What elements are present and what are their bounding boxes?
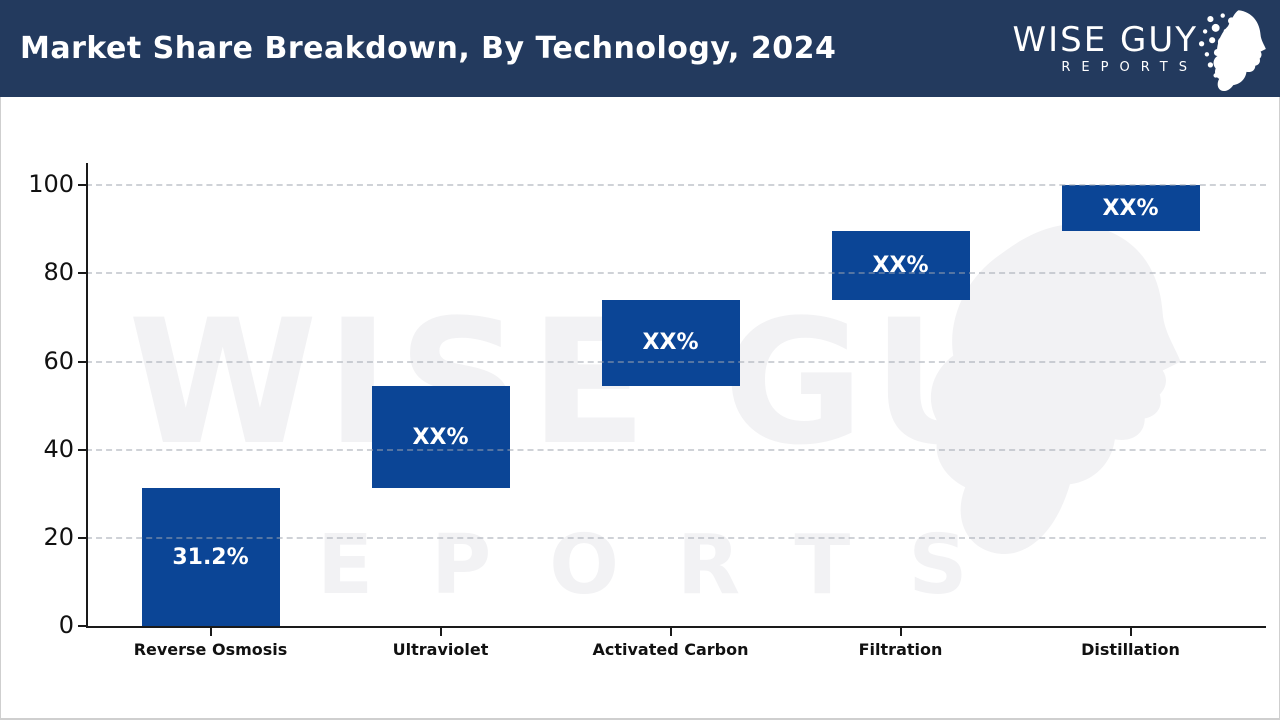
x-category-label: Distillation (1081, 640, 1180, 659)
bar-filtration: XX% (831, 231, 970, 300)
bar-value-label: XX% (872, 253, 929, 279)
bar-activated-carbon: XX% (601, 299, 740, 386)
y-tick-80 (78, 272, 86, 275)
y-tick-label-40: 40 (43, 434, 74, 463)
x-axis-line (86, 626, 1266, 628)
bar-value-label: 31.2% (172, 544, 249, 570)
x-tick-4 (1129, 628, 1132, 636)
logo-subtitle: REPORTS (1061, 59, 1198, 75)
x-category-label: Reverse Osmosis (133, 640, 288, 659)
gridline-20 (86, 536, 1266, 539)
gridline-40 (86, 448, 1266, 451)
chart-title: Market Share Breakdown, By Technology, 2… (20, 31, 837, 66)
gridline-100 (86, 184, 1266, 187)
y-tick-label-20: 20 (43, 522, 74, 551)
report-header: Market Share Breakdown, By Technology, 2… (0, 0, 1280, 97)
gridline-80 (86, 272, 1266, 275)
y-tick-20 (78, 536, 86, 539)
bar-reverse-osmosis: 31.2% (141, 488, 280, 626)
bar-value-label: XX% (412, 424, 469, 450)
y-tick-label-0: 0 (58, 611, 74, 639)
x-category-label: Ultraviolet (392, 640, 489, 659)
y-tick-label-100: 100 (28, 170, 74, 199)
bar-distillation: XX% (1061, 185, 1200, 232)
watermark-text-line2: REPORTS (196, 518, 1026, 613)
y-tick-40 (78, 448, 86, 451)
x-tick-1 (439, 628, 442, 636)
logo-face-icon (1198, 9, 1266, 91)
x-category-label: Activated Carbon (592, 640, 749, 659)
x-tick-2 (669, 628, 672, 636)
watermark-face-icon (930, 223, 1181, 554)
y-tick-label-60: 60 (43, 346, 74, 375)
x-tick-0 (209, 628, 212, 636)
y-tick-60 (78, 360, 86, 363)
y-tick-100 (78, 184, 86, 187)
logo-wordmark: WISE GUY (1012, 19, 1198, 60)
x-tick-3 (899, 628, 902, 636)
bar-value-label: XX% (1102, 195, 1159, 221)
gridline-60 (86, 360, 1266, 363)
x-category-label: Filtration (858, 640, 943, 659)
bar-ultraviolet: XX% (371, 385, 510, 489)
bar-value-label: XX% (642, 330, 699, 356)
logo-text: WISE GUY REPORTS (1012, 23, 1198, 75)
wise-guy-reports-logo: WISE GUY REPORTS (1012, 5, 1280, 93)
y-tick-0 (78, 625, 86, 627)
y-tick-label-80: 80 (43, 258, 74, 287)
y-axis-line (86, 163, 88, 628)
